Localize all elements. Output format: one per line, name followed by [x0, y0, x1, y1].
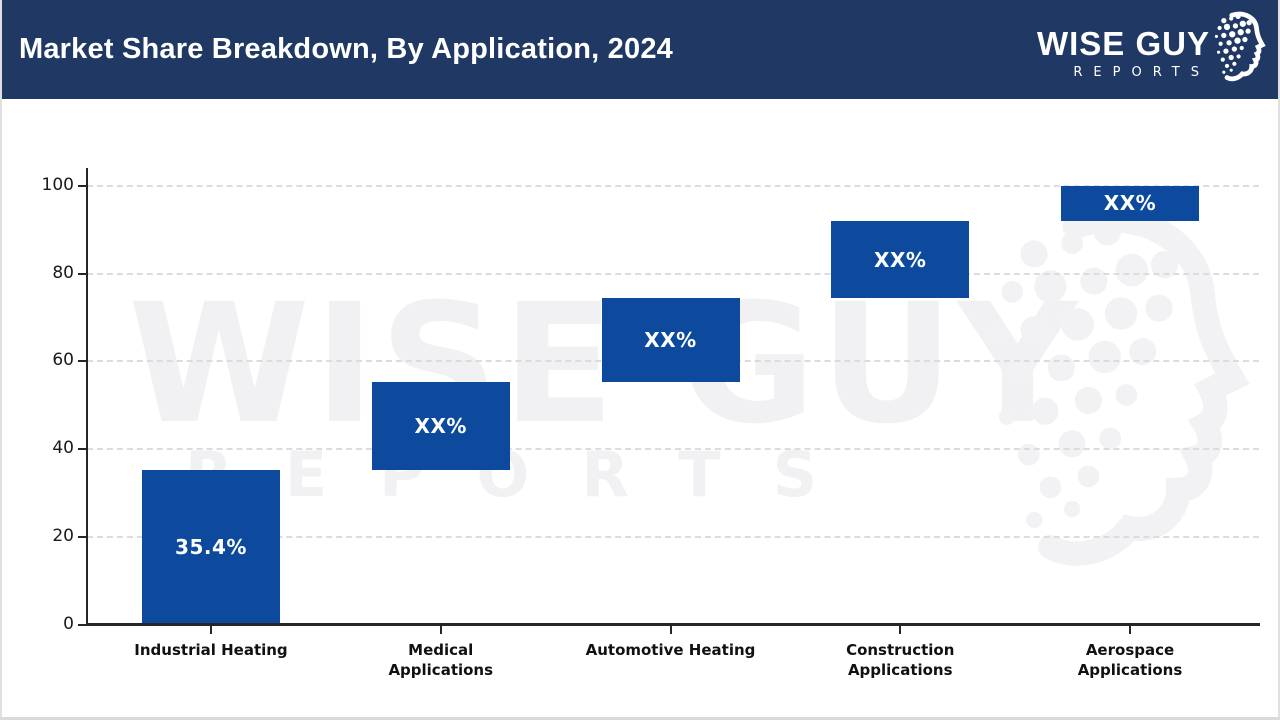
bar-aerospace-applications: XX%	[1061, 185, 1199, 221]
x-axis-category-label: Industrial Heating	[96, 640, 326, 660]
x-axis-line	[86, 623, 1260, 626]
y-axis-tick	[78, 624, 86, 626]
y-axis-tick	[78, 536, 86, 539]
wise-guy-reports-logo: WISE GUY REPORTS	[1032, 8, 1266, 92]
y-axis-line	[86, 168, 88, 626]
header-bar: Market Share Breakdown, By Application, …	[0, 0, 1280, 99]
y-axis-tick-label: 60	[52, 350, 74, 371]
y-axis-tick	[78, 184, 86, 187]
bar-value-label: XX%	[1103, 191, 1157, 216]
y-axis-tick-label: 100	[41, 174, 74, 195]
y-axis-tick-label: 40	[52, 438, 74, 459]
logo-text: WISE GUY REPORTS	[1037, 25, 1210, 80]
x-axis-category-label: Construction Applications	[785, 640, 1015, 680]
bar-construction-applications: XX%	[831, 220, 970, 299]
bar-value-label: 35.4%	[175, 535, 247, 560]
category-label-line: Construction	[846, 641, 955, 659]
y-axis-tick-label: 20	[52, 526, 74, 547]
x-axis-category-label: Automotive Heating	[556, 640, 786, 660]
bar-medical-applications: XX%	[371, 381, 510, 470]
y-axis-tick	[78, 448, 86, 451]
x-axis-category-label: Medical Applications	[326, 640, 556, 680]
category-label-line: Applications	[1077, 661, 1183, 679]
x-axis-tick	[210, 626, 212, 634]
category-label-line: Applications	[847, 661, 953, 679]
y-axis-tick-label: 80	[52, 262, 74, 283]
gridline-80	[87, 272, 1259, 275]
logo-wiseguy-text: WISE GUY	[1036, 25, 1210, 62]
x-axis-tick	[669, 626, 672, 634]
y-axis-tick-label: 0	[63, 614, 74, 634]
logo-face-icon	[1208, 10, 1266, 90]
gridline-40	[87, 448, 1259, 451]
category-label-line: Applications	[388, 661, 494, 679]
x-axis-tick	[439, 626, 442, 634]
category-label-line: Aerospace	[1085, 641, 1175, 659]
x-axis-tick	[899, 626, 902, 634]
bar-industrial-heating: 35.4%	[142, 469, 280, 625]
x-axis-category-label: Aerospace Applications	[1015, 640, 1245, 680]
y-axis-tick	[78, 360, 86, 363]
category-label-line: Automotive Heating	[585, 641, 756, 659]
page-title: Market Share Breakdown, By Application, …	[19, 33, 673, 65]
x-axis-tick	[1129, 626, 1131, 634]
y-axis-tick	[78, 272, 86, 275]
bar-value-label: XX%	[414, 413, 467, 438]
gridline-100	[87, 184, 1259, 187]
category-label-line: Industrial Heating	[134, 641, 288, 659]
category-label-line: Medical	[408, 641, 474, 659]
gridline-20	[87, 536, 1259, 539]
bar-automotive-heating: XX%	[601, 298, 740, 382]
bar-value-label: XX%	[874, 247, 927, 272]
logo-reports-text: REPORTS	[1073, 65, 1210, 80]
bar-value-label: XX%	[644, 327, 697, 352]
